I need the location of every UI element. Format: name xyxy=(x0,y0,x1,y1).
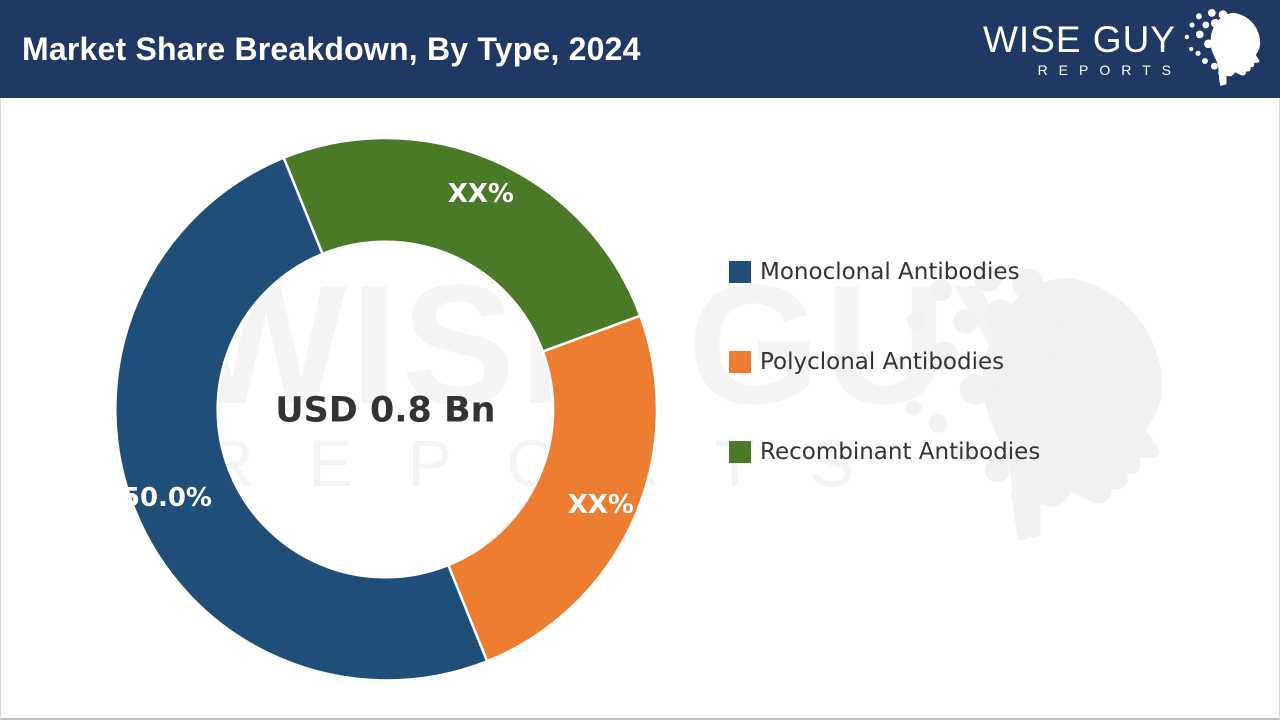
legend-label-monoclonal: Monoclonal Antibodies xyxy=(760,259,1020,285)
brand-logo: WISE GUY REPORTS xyxy=(983,6,1266,92)
legend-swatch-monoclonal xyxy=(729,261,751,283)
pie-segment-value-label: 50.0% xyxy=(122,483,212,513)
donut-center-label: USD 0.8 Bn xyxy=(275,391,495,431)
pie-segment-value-label: XX% xyxy=(568,490,634,520)
legend-item-recombinant: Recombinant Antibodies xyxy=(729,438,1040,466)
legend-item-monoclonal: Monoclonal Antibodies xyxy=(729,258,1040,286)
donut-chart: XX% XX% 50.0% USD 0.8 Bn xyxy=(114,136,659,682)
pie-segment-recombinant-antibodies xyxy=(282,136,642,353)
legend-label-recombinant: Recombinant Antibodies xyxy=(760,439,1041,465)
logo-text: WISE GUY REPORTS xyxy=(983,21,1176,77)
legend: Monoclonal Antibodies Polyclonal Antibod… xyxy=(729,258,1040,466)
logo-brand-text: WISE GUY xyxy=(982,19,1176,60)
dotted-head-logo-icon xyxy=(1184,9,1261,86)
header: Market Share Breakdown, By Type, 2024 WI… xyxy=(0,0,1280,98)
legend-label-polyclonal: Polyclonal Antibodies xyxy=(760,349,1005,375)
chart-area: WISE GUY REPORTS XX%XX%50.0%USD 0.8 Bn xyxy=(0,98,1280,720)
pie-segment-value-label: XX% xyxy=(448,179,514,209)
logo-sub-text: REPORTS xyxy=(1037,62,1182,78)
page-title: Market Share Breakdown, By Type, 2024 xyxy=(22,30,641,67)
legend-item-polyclonal: Polyclonal Antibodies xyxy=(729,348,1040,376)
legend-swatch-polyclonal xyxy=(729,351,751,373)
pie-segment-monoclonal-antibodies xyxy=(114,156,489,682)
legend-swatch-recombinant xyxy=(729,441,751,463)
pie-segment-polyclonal-antibodies xyxy=(446,314,659,663)
